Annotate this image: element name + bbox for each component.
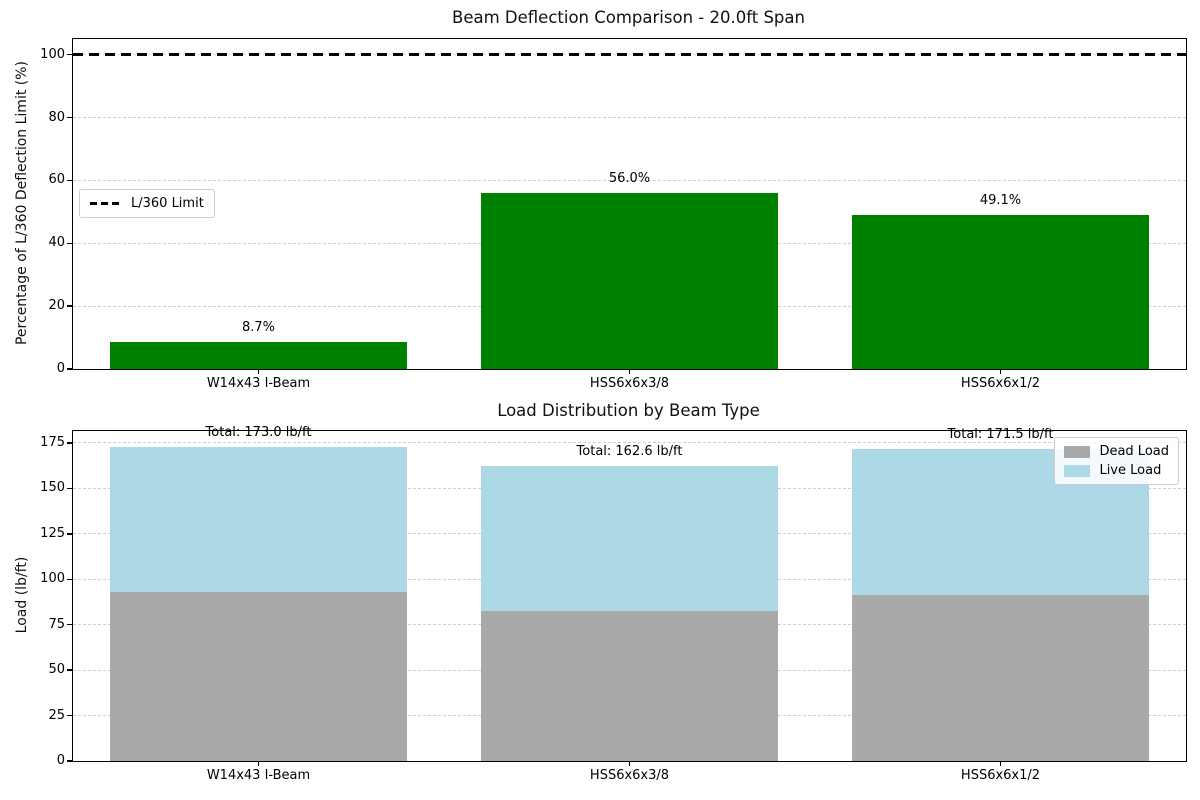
bar (481, 193, 778, 369)
x-tick-mark (628, 761, 631, 766)
stack-segment (110, 446, 407, 592)
y-tick-label: 125 (40, 525, 65, 541)
y-tick-mark (66, 305, 72, 307)
legend-label: L/360 Limit (131, 196, 204, 211)
load-chart-axes: Dead Load Live Load 0 25 50 75 100 125 150 175 W… (40, 425, 1187, 783)
stack-segment (481, 610, 778, 761)
load-chart-legend: Dead Load Live Load (1054, 437, 1179, 485)
y-tick-label: 0 (56, 361, 65, 376)
limit-line (73, 53, 1186, 57)
total-label: Total: 173.0 lb/ft (205, 424, 312, 440)
bar-value-label: 56.0% (608, 171, 651, 186)
y-tick-mark (66, 578, 72, 581)
y-tick-label: 75 (48, 616, 65, 632)
y-tick-label: 100 (40, 46, 65, 62)
stack-segment (110, 592, 407, 761)
y-tick-label: 100 (40, 571, 65, 587)
y-tick-label: 50 (48, 662, 65, 678)
y-tick-mark (66, 669, 72, 671)
x-tick-label: HSS6x6x1/2 (960, 768, 1041, 783)
y-tick-label: 175 (40, 434, 65, 450)
x-tick-mark (257, 761, 260, 766)
legend-item-l360-limit: L/360 Limit (90, 194, 204, 213)
deflection-chart-legend: L/360 Limit (79, 189, 215, 218)
y-tick-label: 80 (48, 109, 65, 125)
total-label: Total: 162.6 lb/ft (576, 443, 683, 459)
legend-item-dead-load: Dead Load (1064, 442, 1169, 461)
legend-label: Live Load (1099, 463, 1162, 478)
bar-value-label: 8.7% (241, 319, 276, 335)
x-tick-mark (999, 369, 1002, 374)
y-tick-mark (66, 623, 72, 626)
y-tick-label: 150 (40, 480, 65, 496)
y-tick-mark (66, 487, 72, 490)
x-tick-label: HSS6x6x3/8 (589, 376, 670, 391)
x-tick-mark (628, 369, 631, 374)
y-tick-label: 60 (48, 172, 65, 188)
dead-load-swatch (1064, 445, 1091, 458)
y-tick-label: 40 (48, 235, 65, 251)
y-tick-mark (66, 760, 72, 762)
y-tick-label: 25 (48, 707, 65, 723)
y-tick-mark (66, 442, 72, 444)
y-tick-mark (66, 714, 72, 717)
legend-label: Dead Load (1099, 444, 1169, 459)
x-tick-mark (257, 369, 260, 374)
stack-segment (481, 465, 778, 611)
x-tick-mark (999, 761, 1002, 766)
x-tick-label: W14x43 I-Beam (206, 768, 311, 783)
bar-value-label: 49.1% (979, 192, 1022, 208)
y-tick-mark (66, 53, 72, 56)
bar (852, 214, 1149, 369)
deflection-chart-axes: L/360 Limit 0 20 40 60 80 100 W14x43 I-Beam 8.7… (40, 38, 1187, 391)
legend-item-live-load: Live Load (1064, 461, 1169, 480)
gridline (73, 442, 1186, 444)
gridline (73, 117, 1186, 119)
y-tick-mark (66, 116, 72, 119)
dashed-line-swatch (90, 202, 122, 205)
y-tick-label: 20 (48, 298, 65, 314)
x-tick-label: W14x43 I-Beam (206, 376, 311, 391)
y-tick-mark (66, 533, 72, 535)
x-tick-label: HSS6x6x1/2 (960, 376, 1041, 391)
stack-segment (852, 594, 1149, 761)
y-tick-label: 0 (56, 753, 65, 768)
y-tick-mark (66, 179, 72, 182)
live-load-swatch (1064, 464, 1091, 477)
load-chart-title: Load Distribution by Beam Type (497, 401, 760, 420)
gridline (73, 179, 1186, 181)
deflection-chart-title: Beam Deflection Comparison - 20.0ft Span (452, 8, 805, 27)
x-tick-label: HSS6x6x3/8 (589, 768, 670, 783)
y-tick-mark (66, 368, 72, 370)
bar (110, 341, 407, 369)
y-tick-mark (66, 242, 72, 245)
total-label: Total: 171.5 lb/ft (947, 427, 1054, 443)
